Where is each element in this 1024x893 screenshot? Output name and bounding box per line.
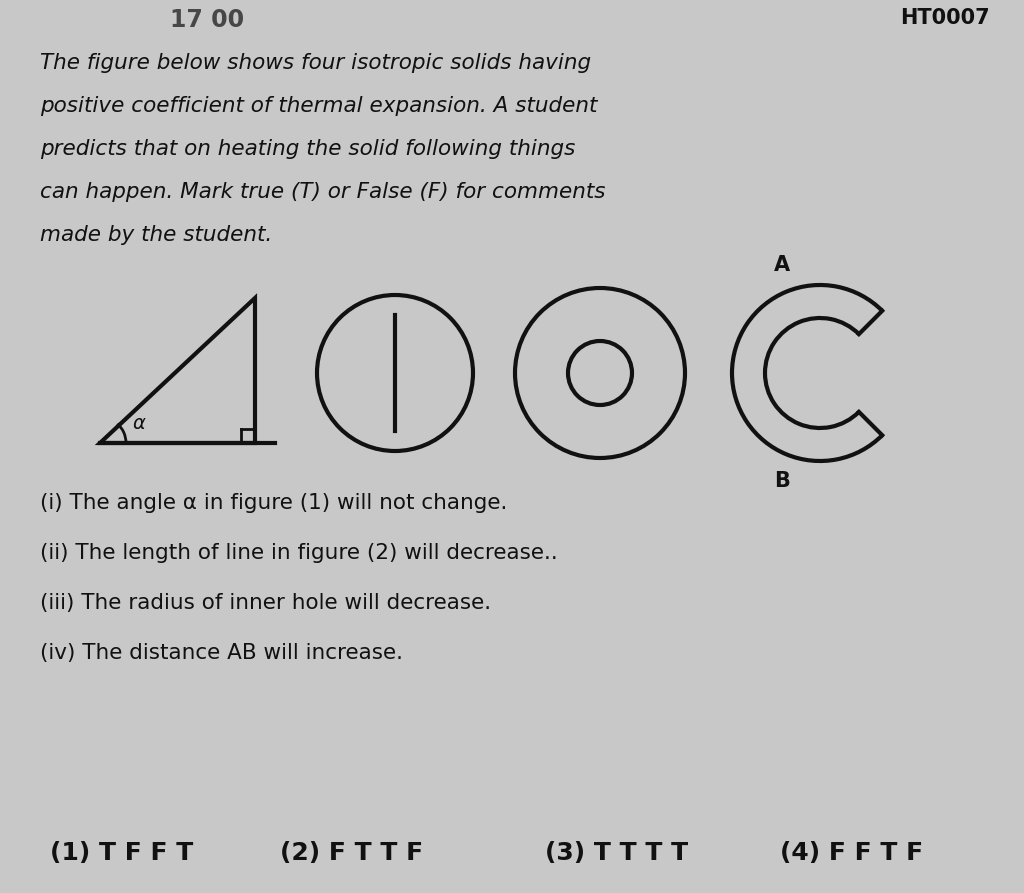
- Text: (1) T F F T: (1) T F F T: [50, 841, 194, 865]
- Text: (i) The angle α in figure (1) will not change.: (i) The angle α in figure (1) will not c…: [40, 493, 507, 513]
- Text: The figure below shows four isotropic solids having: The figure below shows four isotropic so…: [40, 53, 591, 73]
- Text: B: B: [774, 471, 790, 491]
- Text: A: A: [774, 255, 791, 275]
- Text: predicts that on heating the solid following things: predicts that on heating the solid follo…: [40, 139, 575, 159]
- Text: (3) T T T T: (3) T T T T: [545, 841, 688, 865]
- Text: HT0007: HT0007: [900, 8, 990, 28]
- Text: $\alpha$: $\alpha$: [132, 414, 146, 433]
- Text: positive coefficient of thermal expansion. A student: positive coefficient of thermal expansio…: [40, 96, 597, 116]
- Text: (iii) The radius of inner hole will decrease.: (iii) The radius of inner hole will decr…: [40, 593, 492, 613]
- Text: made by the student.: made by the student.: [40, 225, 272, 245]
- Text: (4) F F T F: (4) F F T F: [780, 841, 923, 865]
- Text: (ii) The length of line in figure (2) will decrease..: (ii) The length of line in figure (2) wi…: [40, 543, 558, 563]
- Text: (2) F T T F: (2) F T T F: [280, 841, 423, 865]
- Text: 17 00: 17 00: [170, 8, 244, 32]
- Text: can happen. Mark true (T) or False (F) for comments: can happen. Mark true (T) or False (F) f…: [40, 182, 605, 202]
- Text: (iv) The distance AB will increase.: (iv) The distance AB will increase.: [40, 643, 403, 663]
